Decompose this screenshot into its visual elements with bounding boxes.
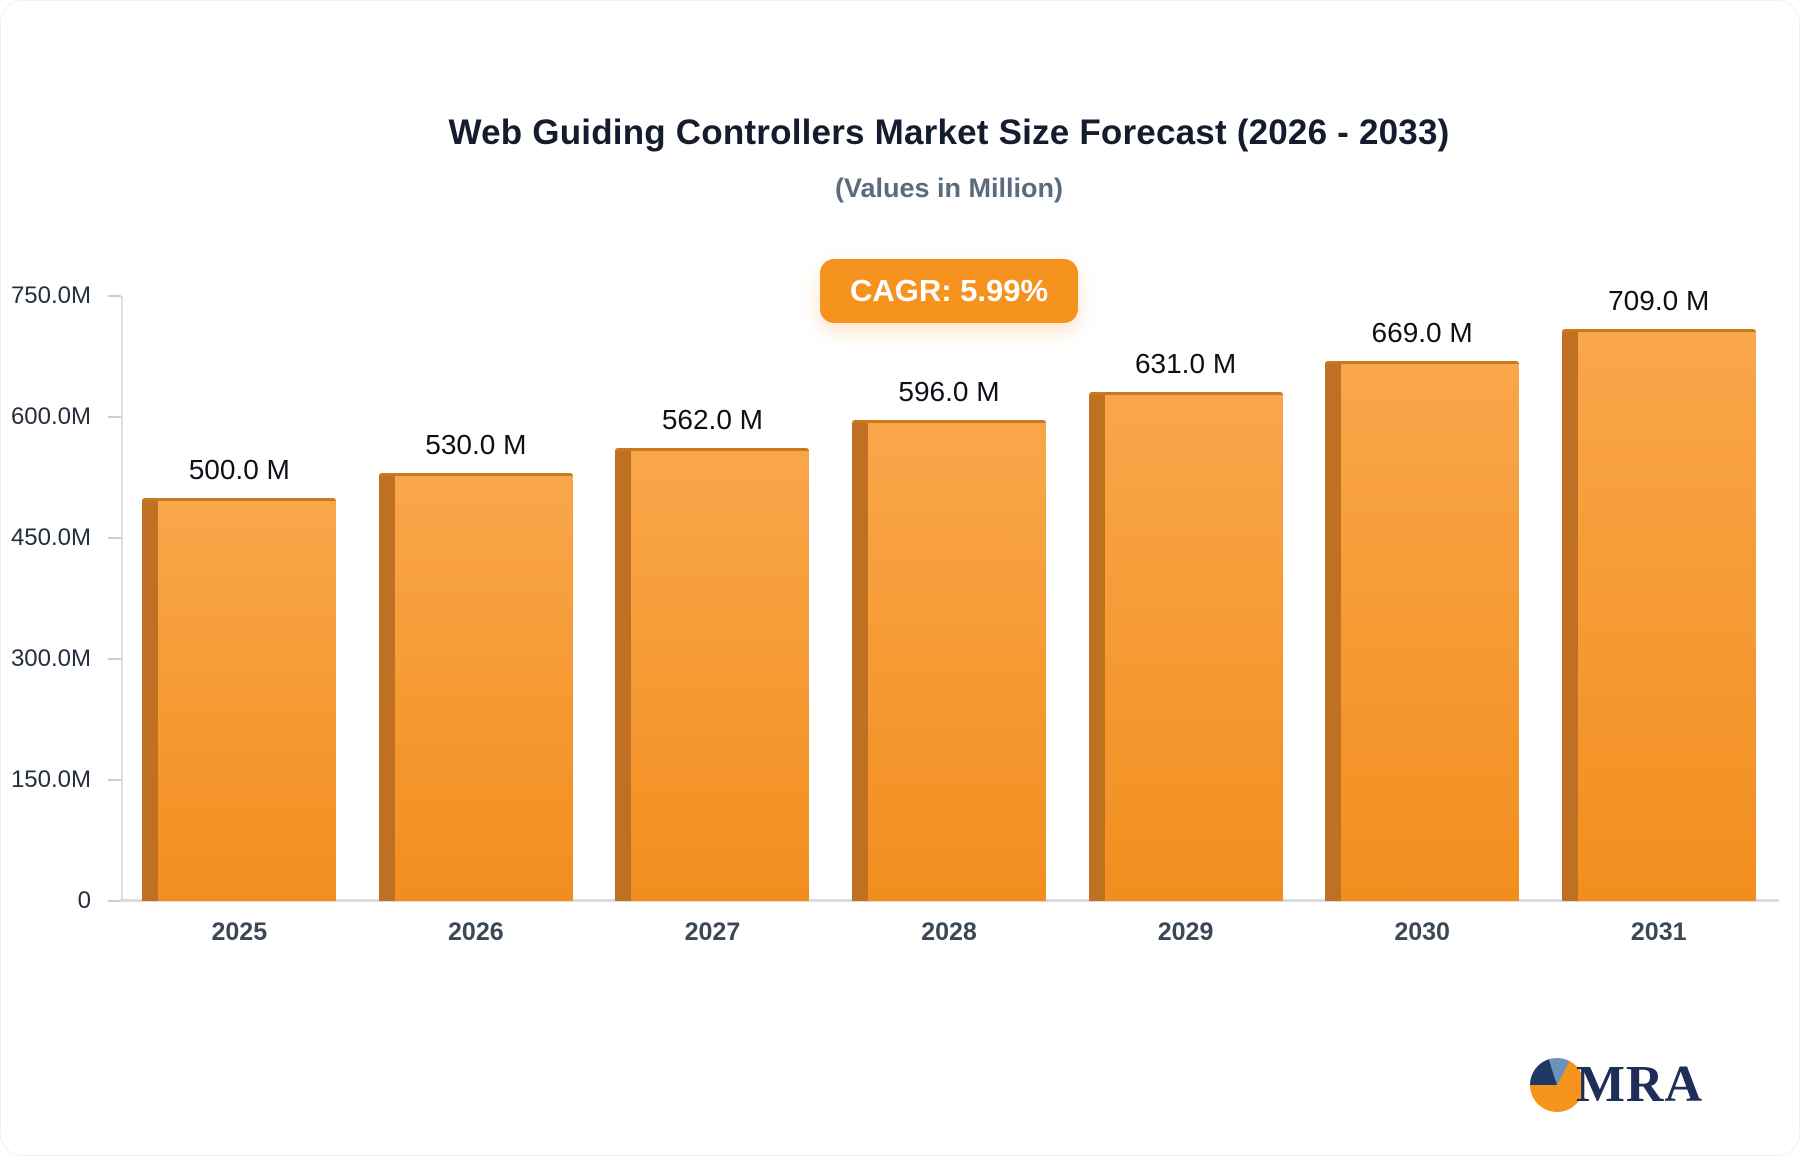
x-axis-label: 2031 bbox=[1630, 918, 1687, 946]
bar-value-label: 709.0 M bbox=[1608, 285, 1710, 317]
bar-side-shade bbox=[1088, 395, 1105, 901]
cagr-badge: CAGR: 5.99% bbox=[819, 259, 1079, 323]
bar-side-shade bbox=[1561, 332, 1578, 901]
bar-value-label: 530.0 M bbox=[425, 429, 527, 461]
bar-2027 bbox=[615, 447, 810, 901]
bar-side-shade bbox=[615, 450, 632, 901]
x-axis: 2025 2026 2027 2028 2029 2030 2031 bbox=[121, 904, 1777, 954]
bar-value-label: 631.0 M bbox=[1134, 348, 1237, 379]
pie-circle-icon bbox=[1529, 1057, 1584, 1112]
x-axis-label: 2028 bbox=[921, 918, 977, 946]
y-axis-tick-label: 450.0M bbox=[10, 524, 91, 551]
bar-side-shade bbox=[852, 423, 868, 901]
plot-area: 500.0 M 530.0 M 562.0 M 596.0 M 631.0 M 669.0… bbox=[119, 285, 1779, 902]
bar-2029 bbox=[1088, 392, 1283, 901]
y-axis-tick-mark bbox=[108, 537, 121, 539]
bar-value-label: 596.0 M bbox=[898, 376, 1000, 408]
y-axis-tick-mark bbox=[108, 658, 121, 660]
y-axis-tick-label: 750.0M bbox=[10, 282, 91, 309]
x-axis-label: 2027 bbox=[684, 918, 741, 946]
y-axis-tick-label: 150.0M bbox=[10, 766, 91, 793]
y-axis-tick-mark bbox=[108, 295, 121, 297]
bars-container: 500.0 M 530.0 M 562.0 M 596.0 M 631.0 M 669.0… bbox=[121, 285, 1777, 901]
x-axis-label: 2026 bbox=[448, 918, 504, 946]
chart-subtitle: (Values in Million) bbox=[834, 173, 1064, 203]
y-axis-tick-mark bbox=[108, 416, 121, 418]
x-axis-label: 2029 bbox=[1157, 918, 1214, 946]
bar-value-label: 669.0 M bbox=[1371, 317, 1473, 349]
y-axis-tick-label: 300.0M bbox=[10, 645, 91, 672]
bar-side-shade bbox=[378, 476, 395, 901]
bar-2031 bbox=[1561, 329, 1756, 901]
y-axis: 750.0M 600.0M 450.0M 300.0M 150.0M 0 bbox=[1, 282, 121, 914]
y-axis-line bbox=[121, 296, 123, 901]
bar-2026 bbox=[378, 473, 573, 901]
bar-2025 bbox=[142, 497, 337, 901]
bar-2028 bbox=[852, 420, 1046, 901]
x-axis-label: 2025 bbox=[211, 918, 268, 946]
x-axis-label: 2030 bbox=[1394, 918, 1450, 946]
bar-side-shade bbox=[142, 500, 159, 901]
y-axis-tick-mark bbox=[108, 900, 121, 902]
y-axis-tick-label: 0 bbox=[77, 887, 91, 914]
bar-2030 bbox=[1325, 361, 1520, 901]
chart-title: Web Guiding Controllers Market Size Fore… bbox=[448, 113, 1450, 152]
logo-text: MRA bbox=[1575, 1056, 1703, 1113]
y-axis-tick-mark bbox=[108, 779, 121, 781]
mra-logo: MRA bbox=[1529, 1055, 1703, 1114]
bar-value-label: 500.0 M bbox=[188, 453, 290, 485]
bar-value-label: 562.0 M bbox=[661, 403, 763, 435]
y-axis-tick-label: 600.0M bbox=[10, 403, 91, 430]
bar-side-shade bbox=[1325, 364, 1342, 901]
badge-row: CAGR: 5.99% bbox=[121, 259, 1777, 323]
